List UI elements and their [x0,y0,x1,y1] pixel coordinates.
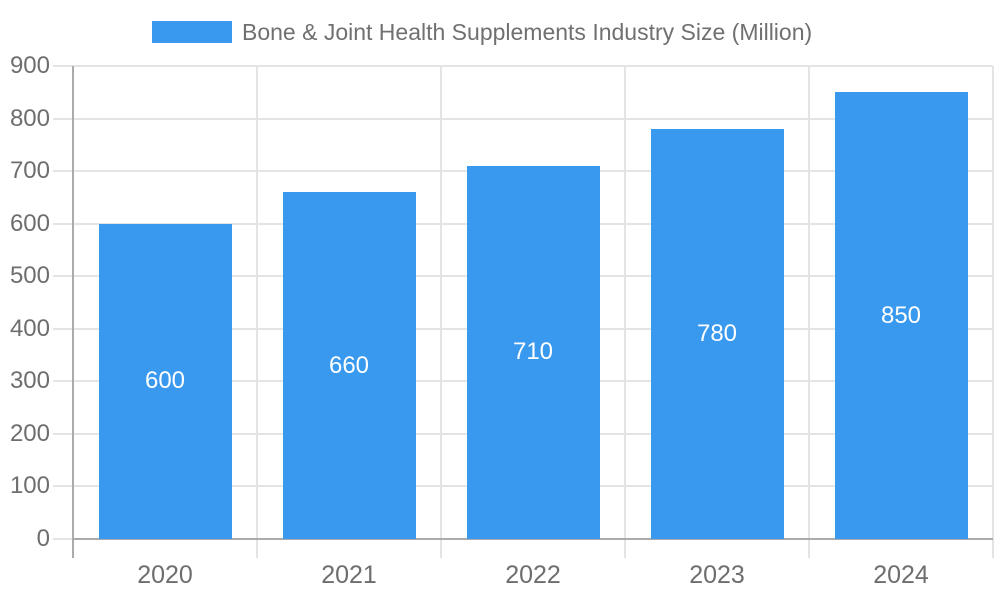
y-axis-tick-label: 300 [9,367,50,395]
x-gridline [992,66,994,558]
x-gridline [624,66,626,558]
x-axis-tick-label: 2022 [505,561,561,589]
x-axis-tick-label: 2020 [137,561,193,589]
y-axis-tick-label: 0 [36,525,50,552]
y-axis-tick-label: 100 [9,472,50,500]
bar-2020[interactable] [98,223,232,539]
legend-label: Bone & Joint Health Supplements Industry… [242,18,813,45]
y-axis-tick-label: 700 [9,157,50,185]
x-gridline [256,66,258,558]
y-axis-line [72,66,74,558]
x-gridline [808,66,810,558]
bar-2024[interactable] [834,92,968,539]
y-axis-tick-label: 200 [9,419,50,447]
y-gridline [53,65,993,67]
y-axis-tick-label: 600 [9,209,50,237]
legend[interactable]: Bone & Joint Health Supplements Industry… [152,17,812,47]
x-axis-line [73,538,993,540]
x-axis-tick-label: 2024 [873,561,929,589]
bar-2021[interactable] [282,192,416,539]
bar-2023[interactable] [650,129,784,539]
y-gridline [53,117,993,120]
y-axis-tick-label: 500 [9,262,50,290]
y-axis-tick-label: 400 [9,314,50,342]
x-axis-tick-label: 2023 [689,561,745,589]
y-axis-tick-label: 800 [9,104,50,132]
x-axis-tick-label: 2021 [321,561,377,589]
legend-swatch [152,21,232,43]
y-axis-tick-label: 900 [9,52,50,79]
x-gridline [440,66,442,558]
bar-2022[interactable] [466,165,600,539]
